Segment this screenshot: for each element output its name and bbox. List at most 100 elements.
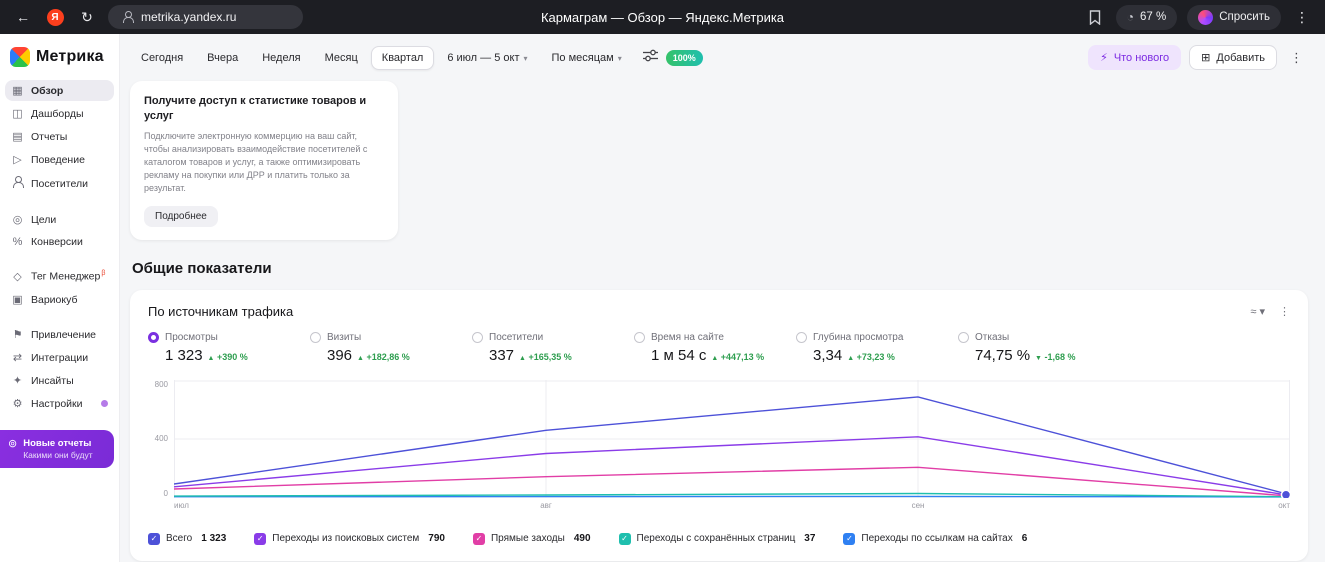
sidebar-item-variocube[interactable]: ▣ Вариокуб xyxy=(5,289,114,310)
sidebar-item-overview[interactable]: ▦ Обзор xyxy=(5,80,114,101)
browser-bar: Кармаграм — Обзор — Яндекс.Метрика ← Я ↻… xyxy=(0,0,1325,34)
chart-menu-icon[interactable]: ⋮ xyxy=(1279,305,1290,318)
sidebar-item-label: Привлечение xyxy=(31,328,97,341)
sidebar-item-label: Тег Менеджерβ xyxy=(31,270,106,283)
y-axis: 800 400 0 xyxy=(148,380,174,498)
integrations-icon: ⇄ xyxy=(12,352,23,364)
section-title: Общие показатели xyxy=(132,259,272,277)
toolbar-menu-icon[interactable]: ⋮ xyxy=(1290,49,1303,65)
sidebar-item-label: Поведение xyxy=(31,153,85,166)
metric-radio xyxy=(796,331,807,343)
legend-item-search[interactable]: ✓ Переходы из поисковых систем 790 xyxy=(254,532,445,545)
ask-alice-button[interactable]: Спросить xyxy=(1187,4,1281,30)
sidebar-item-label: Отчеты xyxy=(31,130,68,143)
add-button[interactable]: ⊞ Добавить xyxy=(1189,45,1277,70)
sampling-badge[interactable]: 100% xyxy=(665,49,703,66)
sidebar-item-label: Цели xyxy=(31,213,57,226)
period-today[interactable]: Сегодня xyxy=(141,51,184,64)
sidebar-item-tag-manager[interactable]: ◇ Тег Менеджерβ xyxy=(5,266,114,287)
period-quarter[interactable]: Квартал xyxy=(370,45,435,70)
sidebar-item-reports[interactable]: ▤ Отчеты xyxy=(5,126,114,147)
ask-label: Спросить xyxy=(1219,11,1270,23)
back-icon[interactable]: ← xyxy=(16,9,30,25)
toolbar-right: ⚡ Что нового ⊞ Добавить ⋮ xyxy=(1088,45,1308,70)
new-reports-icon: ⊚ xyxy=(8,438,18,450)
legend-item-saved-pages[interactable]: ✓ Переходы с сохранённых страниц 37 xyxy=(618,532,815,545)
promo-more-button[interactable]: Подробнее xyxy=(144,205,218,227)
browser-tab-title: Кармаграм — Обзор — Яндекс.Метрика xyxy=(540,9,785,25)
x-axis-label: сен xyxy=(911,500,925,510)
address-bar[interactable]: metrika.yandex.ru xyxy=(108,5,303,29)
sidebar-item-dashboards[interactable]: ◫ Дашборды xyxy=(5,103,114,124)
metric-visits[interactable]: Визиты 396 ▲ +182,86 % xyxy=(310,331,472,364)
bookmark-icon[interactable] xyxy=(1084,6,1106,28)
energy-value: 67 % xyxy=(1140,11,1167,23)
energy-saver-button[interactable]: ◔ 67 % xyxy=(1115,4,1178,30)
period-week[interactable]: Неделя xyxy=(262,51,301,64)
filter-sliders-icon[interactable] xyxy=(642,49,658,67)
traffic-sources-card: По источникам трафика ≈ ▾ ⋮ Просмотры 1 … xyxy=(130,289,1308,561)
trend-arrow-icon: ▲ xyxy=(519,354,526,362)
x-axis-label: июл xyxy=(174,500,189,510)
sidebar-item-label: Дашборды xyxy=(31,107,84,120)
legend-checkbox-icon: ✓ xyxy=(618,532,631,545)
browser-menu-icon[interactable]: ⋮ xyxy=(1295,8,1309,25)
legend-item-site-links[interactable]: ✓ Переходы по ссылкам на сайтах 6 xyxy=(843,532,1027,545)
behavior-icon: ▷ xyxy=(13,154,22,166)
period-yesterday[interactable]: Вчера xyxy=(207,51,239,64)
whats-new-button[interactable]: ⚡ Что нового xyxy=(1088,45,1182,70)
tag-manager-icon: ◇ xyxy=(13,271,22,283)
period-month[interactable]: Месяц xyxy=(324,51,358,64)
overview-icon: ▦ xyxy=(12,85,23,97)
ecommerce-promo-card: Получите доступ к статистике товаров и у… xyxy=(130,81,398,240)
x-axis-label: авг xyxy=(540,500,552,510)
sidebar-item-insights[interactable]: ✦ Инсайты xyxy=(5,370,114,391)
metric-views[interactable]: Просмотры 1 323 ▲ +390 % xyxy=(148,331,310,364)
metric-depth[interactable]: Глубина просмотра 3,34 ▲ +73,23 % xyxy=(796,331,958,364)
promo-title: Получите доступ к статистике товаров и у… xyxy=(144,95,367,122)
metric-radio xyxy=(472,331,483,343)
chart-plot-area xyxy=(174,380,1292,500)
sidebar-item-settings[interactable]: ⚙ Настройки xyxy=(5,393,114,414)
yandex-logo: Я xyxy=(46,8,64,26)
legend-item-direct[interactable]: ✓ Прямые заходы 490 xyxy=(472,532,591,545)
sidebar-item-integrations[interactable]: ⇄ Интеграции xyxy=(5,347,114,368)
add-icon: ⊞ xyxy=(1201,52,1211,64)
sidebar-item-behavior[interactable]: ▷ Поведение xyxy=(5,149,114,170)
beta-badge: β xyxy=(101,270,106,278)
sidebar-item-visitors[interactable]: Посетители xyxy=(5,172,114,195)
sidebar-item-conversions[interactable]: % Конверсии xyxy=(5,232,114,252)
metrika-logo[interactable]: Метрика xyxy=(0,34,119,79)
x-axis: июл авг сен окт xyxy=(174,501,1290,515)
legend-checkbox-icon: ✓ xyxy=(472,532,485,545)
reports-icon: ▤ xyxy=(12,131,23,143)
legend-checkbox-icon: ✓ xyxy=(843,532,856,545)
trend-arrow-icon: ▼ xyxy=(1035,354,1042,362)
legend-item-total[interactable]: ✓ Всего 1 323 xyxy=(148,532,226,545)
chevron-down-icon: ▾ xyxy=(523,53,528,63)
metric-bounce-rate[interactable]: Отказы 74,75 % ▼ -1,68 % xyxy=(958,331,1120,364)
conversions-icon: % xyxy=(12,236,23,248)
browser-right-tools: ◔ 67 % Спросить ⋮ xyxy=(1084,4,1313,30)
insights-icon: ✦ xyxy=(12,375,23,387)
chart-settings-icon[interactable]: ≈ ▾ xyxy=(1250,305,1265,318)
new-reports-banner[interactable]: ⊚ Новые отчеты Какими они будут xyxy=(0,430,114,468)
sidebar: Метрика ▦ Обзор ◫ Дашборды ▤ Отчеты ▷ По… xyxy=(0,34,120,562)
promo-body: Подключите электронную коммерцию на ваш … xyxy=(144,130,368,193)
yandex-logo-icon[interactable]: Я xyxy=(44,6,66,28)
metrika-logo-text: Метрика xyxy=(36,48,104,65)
sidebar-item-label: Обзор xyxy=(31,84,64,97)
date-range-selector[interactable]: 6 июл — 5 окт ▾ xyxy=(447,51,528,64)
main-content: Сегодня Вчера Неделя Месяц Квартал 6 июл… xyxy=(120,34,1325,562)
sidebar-item-goals[interactable]: ◎ Цели xyxy=(5,209,114,230)
metric-time-on-site[interactable]: Время на сайте 1 м 54 с ▲ +447,13 % xyxy=(634,331,796,364)
metric-visitors[interactable]: Посетители 337 ▲ +165,35 % xyxy=(472,331,634,364)
legend-checkbox-icon: ✓ xyxy=(148,532,160,545)
sidebar-item-acquisition[interactable]: ⚑ Привлечение xyxy=(5,324,114,345)
profile-icon xyxy=(121,11,134,23)
metric-radio xyxy=(958,331,969,343)
granularity-selector[interactable]: По месяцам ▾ xyxy=(551,51,622,64)
refresh-icon[interactable]: ↻ xyxy=(81,8,93,25)
goals-icon: ◎ xyxy=(12,214,23,226)
sidebar-item-label: Настройки xyxy=(31,397,83,410)
